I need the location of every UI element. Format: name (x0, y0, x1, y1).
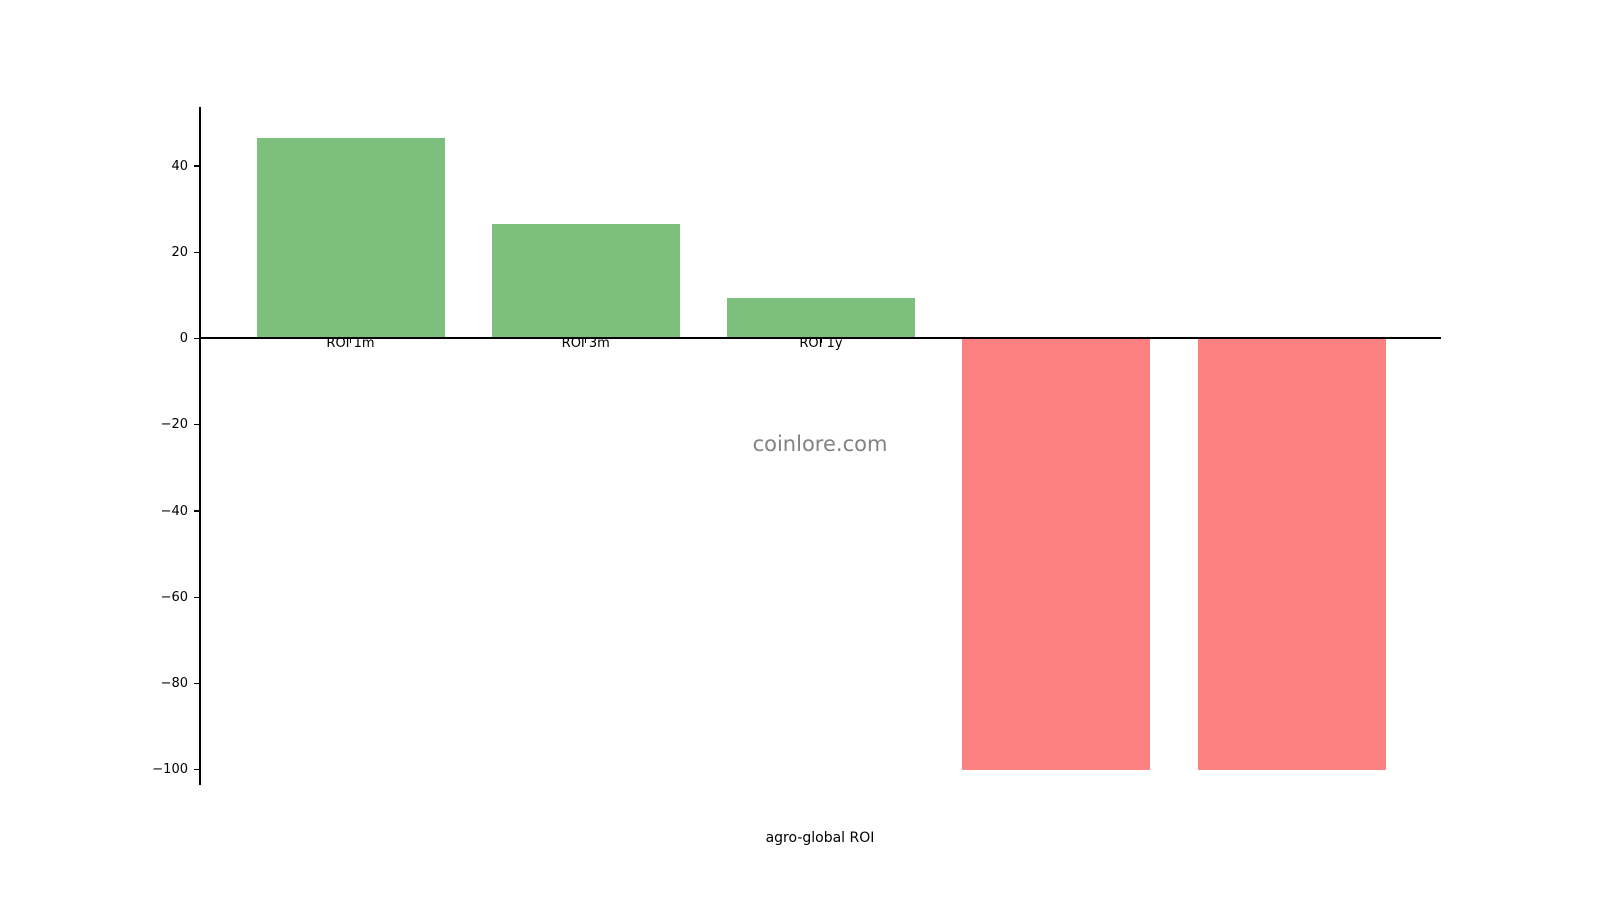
y-tick-label: −40 (160, 503, 188, 519)
x-axis-title: agro-global ROI (765, 830, 875, 846)
y-tick (194, 769, 199, 771)
y-tick (194, 337, 199, 340)
bar-roi-1m (256, 137, 445, 339)
x-axis-line (199, 337, 1441, 339)
y-tick-label: 40 (171, 158, 188, 174)
x-tick (585, 338, 587, 343)
y-tick-label: −20 (160, 417, 188, 433)
y-tick-label: 20 (171, 244, 188, 260)
y-tick-label: −60 (160, 589, 188, 605)
bar-5 (1197, 338, 1386, 770)
x-tick (820, 338, 822, 343)
y-tick (194, 424, 199, 426)
y-tick-label: 0 (179, 331, 188, 346)
bar-4 (962, 338, 1151, 770)
y-tick (194, 682, 199, 685)
bar-roi-3m (491, 224, 680, 339)
y-tick (194, 510, 199, 512)
y-tick (194, 165, 199, 167)
x-tick-label: ROI 3m (561, 335, 610, 351)
y-axis-spine (199, 107, 201, 785)
y-tick (194, 596, 199, 598)
x-tick (349, 338, 352, 343)
x-tick-label: ROI 1m (326, 335, 375, 351)
bar-roi-1y (727, 297, 915, 339)
y-tick (194, 251, 199, 253)
watermark: coinlore.com (752, 432, 888, 456)
y-tick-label: −100 (152, 762, 188, 778)
y-tick-label: −80 (160, 676, 188, 691)
x-tick-label: ROI 1y (799, 335, 843, 351)
